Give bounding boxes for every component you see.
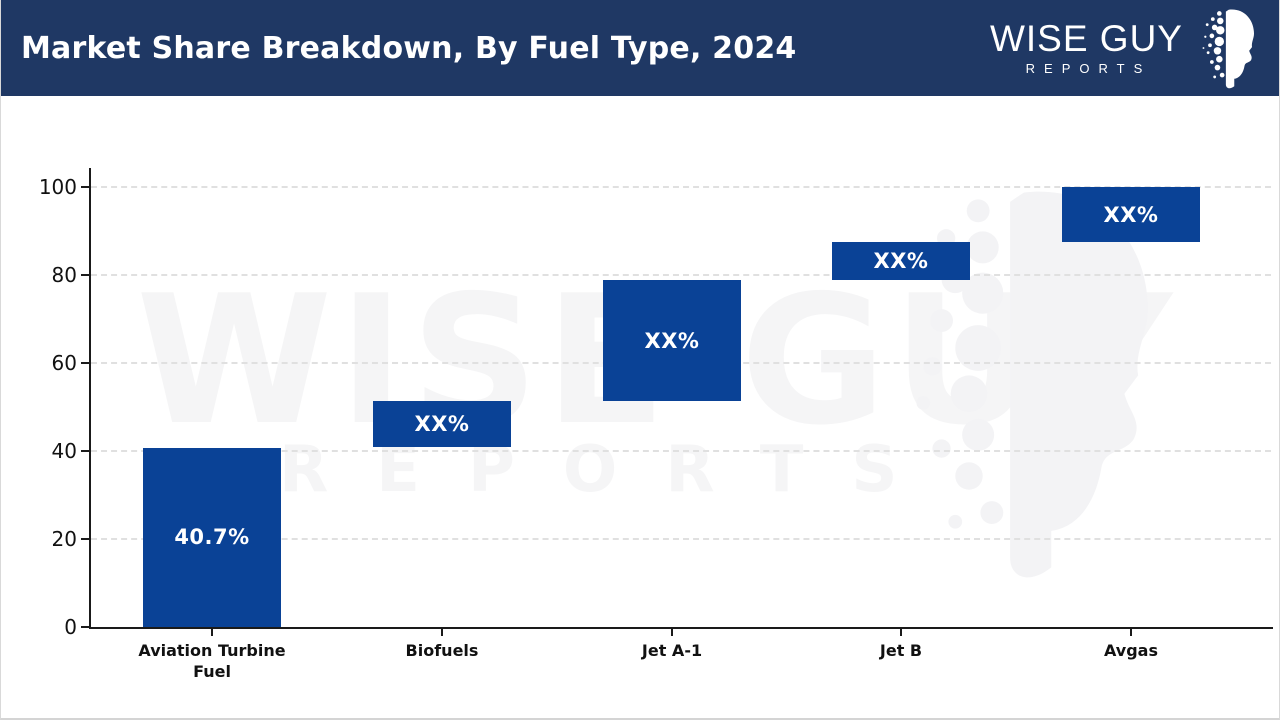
bar-value-label: XX%: [873, 248, 929, 273]
category-label-3: Jet B: [879, 641, 923, 660]
chart-title: Market Share Breakdown, By Fuel Type, 20…: [21, 30, 797, 66]
category-label-2: Jet A-1: [641, 641, 703, 660]
y-tick-20: [81, 538, 90, 540]
y-tick-label-40: 40: [51, 439, 77, 463]
bar-jet-b: XX%: [832, 241, 970, 281]
watermark-subtitle: REPORTS: [279, 433, 946, 507]
logo-text: WISE GUY REPORTS: [990, 20, 1183, 76]
gridline-80: [91, 274, 1271, 276]
bar-value-label: XX%: [1103, 202, 1159, 227]
y-tick-40: [81, 450, 90, 452]
y-tick-100: [81, 186, 90, 188]
x-tick-4: [1130, 629, 1132, 636]
y-tick-label-60: 60: [51, 351, 77, 375]
bar-aviation-turbine-fuel: 40.7%: [143, 447, 281, 627]
y-tick-label-0: 0: [64, 615, 77, 639]
bar-value-label: 40.7%: [174, 525, 250, 550]
y-tick-60: [81, 362, 90, 364]
gridline-40: [91, 450, 1271, 452]
x-tick-2: [671, 629, 673, 636]
y-tick-label-100: 100: [38, 175, 77, 199]
logo-subtitle: REPORTS: [1025, 61, 1152, 76]
category-label-1: Biofuels: [405, 641, 479, 660]
dotted-face-profile-icon: [1202, 9, 1255, 89]
bar-value-label: XX%: [644, 328, 700, 353]
watermark-face-icon: [911, 191, 1149, 578]
header-bar: Market Share Breakdown, By Fuel Type, 20…: [1, 0, 1279, 96]
x-tick-1: [441, 629, 443, 636]
gridline-100: [91, 186, 1271, 188]
y-tick-80: [81, 274, 90, 276]
wiseguy-logo: WISE GUY REPORTS: [990, 6, 1263, 90]
y-tick-label-20: 20: [51, 527, 77, 551]
category-label-4: Avgas: [1103, 641, 1158, 660]
x-tick-0: [211, 629, 213, 636]
y-tick-0: [81, 626, 90, 628]
x-axis: [89, 627, 1273, 629]
bar-biofuels: XX%: [373, 401, 511, 447]
bar-jet-a-1: XX%: [603, 280, 741, 401]
gridline-20: [91, 538, 1271, 540]
category-label-0: Aviation Turbine Fuel: [138, 641, 286, 681]
logo-wordmark: WISE GUY: [989, 18, 1183, 59]
bar-avgas: XX%: [1062, 187, 1200, 242]
bar-value-label: XX%: [414, 411, 470, 436]
y-axis: [89, 168, 91, 629]
y-tick-label-80: 80: [51, 263, 77, 287]
x-tick-3: [900, 629, 902, 636]
